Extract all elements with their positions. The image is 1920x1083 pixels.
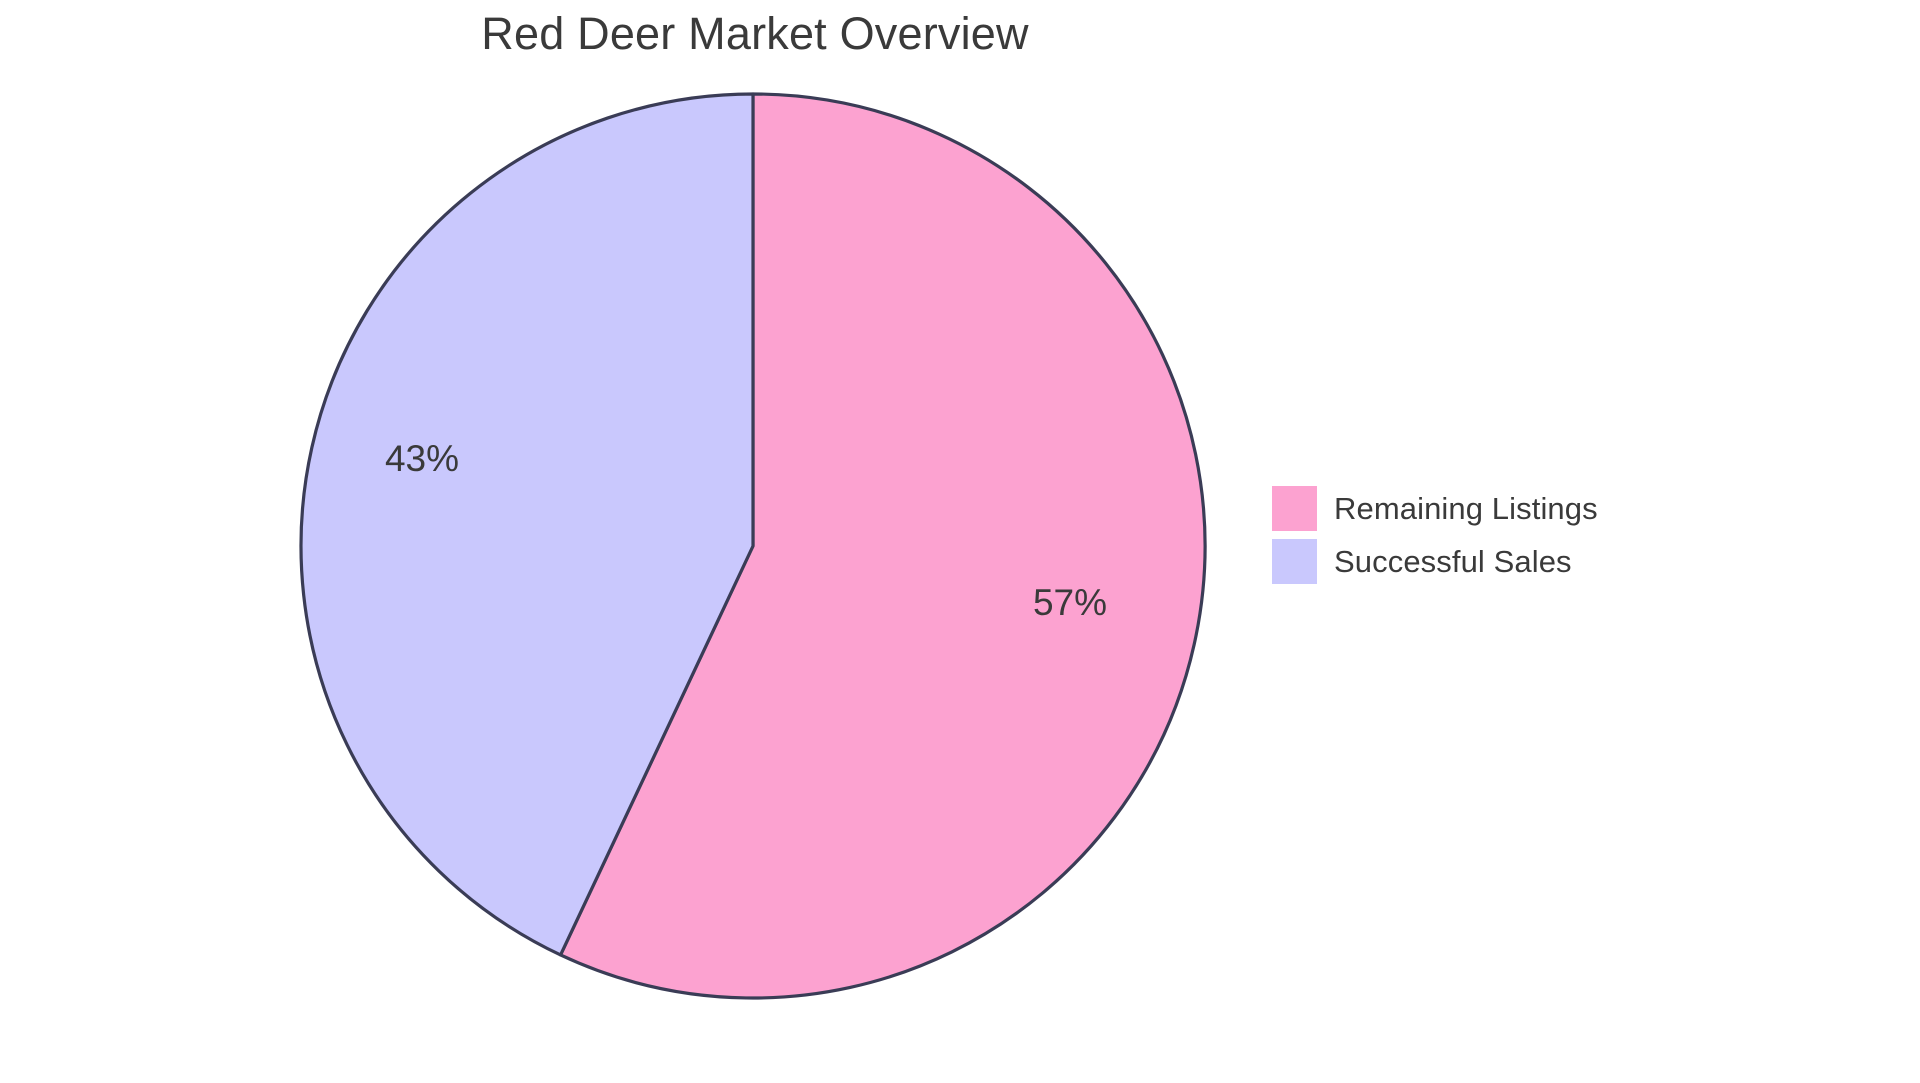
pie-label-group: 57% 43% — [385, 438, 1107, 623]
legend-label-successful-sales: Successful Sales — [1334, 544, 1572, 579]
legend-swatch-successful-sales — [1272, 539, 1317, 584]
pie-slice[interactable] — [299, 92, 755, 957]
legend-label-remaining-listings: Remaining Listings — [1334, 491, 1598, 526]
pie-slice-group — [299, 92, 1207, 1000]
pie-slice-percentage-label: 43% — [385, 438, 459, 479]
pie-svg: 57% 43% — [299, 92, 1207, 1000]
legend-item-successful-sales[interactable]: Successful Sales — [1272, 539, 1598, 584]
legend-swatch-remaining-listings — [1272, 486, 1317, 531]
pie-slice[interactable] — [558, 92, 1207, 1000]
chart-title: Red Deer Market Overview — [481, 8, 1029, 59]
pie-slice-percentage-label: 57% — [1033, 582, 1107, 623]
pie-plot-area: 57% 43% — [299, 92, 1207, 1000]
legend-item-remaining-listings[interactable]: Remaining Listings — [1272, 486, 1598, 531]
chart-legend: Remaining Listings Successful Sales — [1272, 486, 1598, 584]
